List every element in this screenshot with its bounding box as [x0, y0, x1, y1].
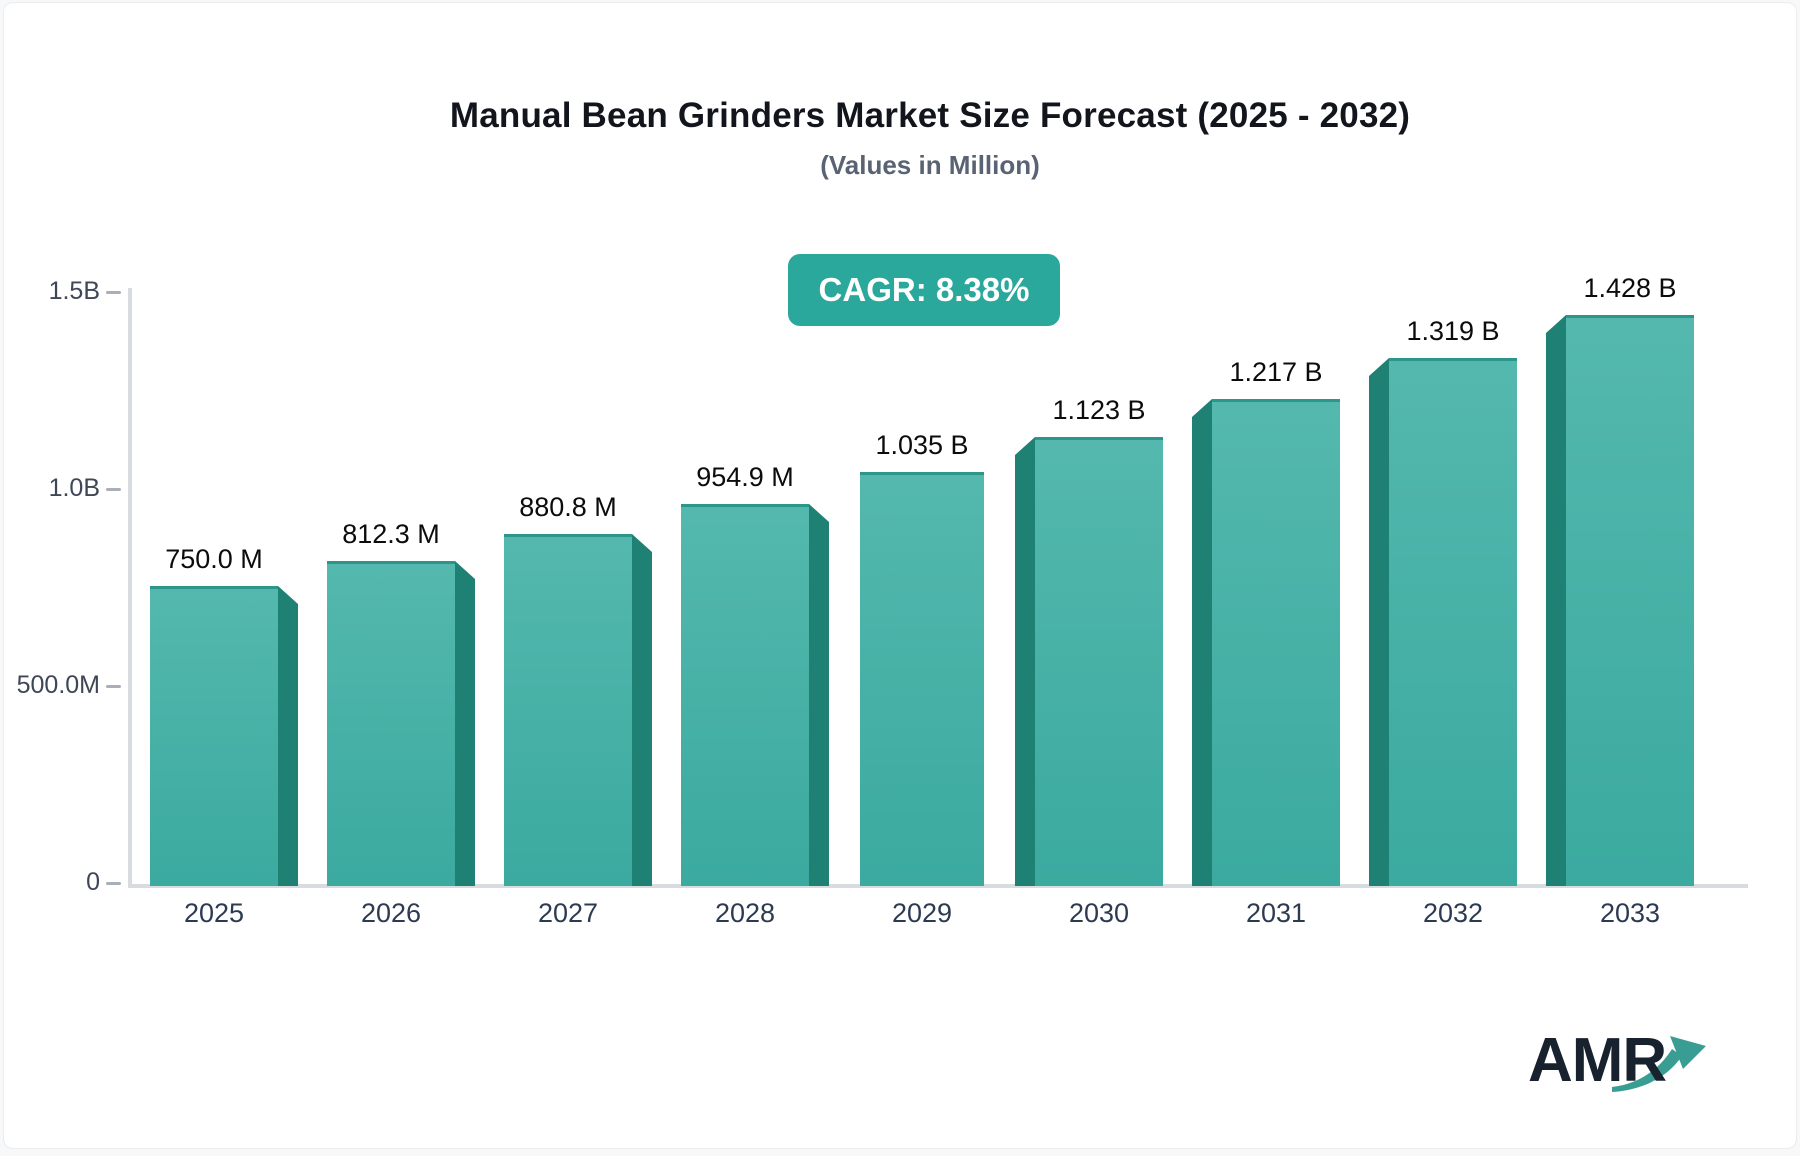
- bar-2033-side: [1546, 315, 1566, 886]
- chart-subtitle: (Values in Million): [820, 150, 1040, 180]
- bar-2026: [327, 561, 455, 886]
- bar-2027: [504, 534, 632, 886]
- value-label-2029: 1.035 B: [875, 430, 969, 460]
- value-label-2031: 1.217 B: [1229, 357, 1323, 387]
- bar-2025: [150, 586, 278, 886]
- x-tick-label-2032: 2032: [1422, 898, 1484, 928]
- bar-2026-side: [455, 561, 475, 886]
- y-tick-mark: [106, 488, 121, 491]
- y-tick-mark: [106, 882, 121, 885]
- cagr-badge: CAGR: 8.38%: [788, 254, 1060, 326]
- value-label-2027: 880.8 M: [519, 492, 617, 522]
- bar-2032-side: [1369, 358, 1389, 886]
- y-tick-mark: [106, 291, 121, 294]
- value-label-2025: 750.0 M: [165, 544, 263, 574]
- value-label-2028: 954.9 M: [696, 462, 794, 492]
- value-label-2026: 812.3 M: [342, 519, 440, 549]
- x-tick-label-2030: 2030: [1068, 898, 1130, 928]
- x-tick-label-2031: 2031: [1245, 898, 1307, 928]
- bar-2031-side: [1192, 399, 1212, 886]
- value-label-2033: 1.428 B: [1583, 273, 1677, 303]
- bar-2031: [1212, 399, 1340, 886]
- bar-2030: [1035, 437, 1163, 886]
- bar-2025-side: [278, 586, 298, 886]
- bar-2029: [860, 472, 984, 886]
- amr-logo: AMR: [1528, 1030, 1728, 1110]
- x-axis-line: [128, 884, 1748, 888]
- x-tick-label-2029: 2029: [891, 898, 953, 928]
- y-tick-label: 1.0B: [48, 474, 100, 502]
- bar-2028-side: [809, 504, 829, 886]
- bar-2030-side: [1015, 437, 1035, 886]
- amr-logo-text: AMR: [1528, 1026, 1667, 1095]
- x-tick-label-2027: 2027: [537, 898, 599, 928]
- bar-2033: [1566, 315, 1694, 886]
- x-tick-label-2033: 2033: [1599, 898, 1661, 928]
- y-tick-label: 1.5B: [48, 277, 100, 305]
- value-label-2030: 1.123 B: [1052, 395, 1146, 425]
- growth-arrow-icon: [1612, 1036, 1706, 1092]
- value-label-2032: 1.319 B: [1406, 316, 1500, 346]
- y-tick-label: 500.0M: [16, 671, 100, 699]
- x-tick-label-2025: 2025: [183, 898, 245, 928]
- chart-title: Manual Bean Grinders Market Size Forecas…: [449, 96, 1411, 135]
- x-tick-label-2026: 2026: [360, 898, 422, 928]
- bar-2028: [681, 504, 809, 886]
- y-tick-label: 0: [86, 868, 100, 896]
- bar-2032: [1389, 358, 1517, 886]
- y-tick-mark: [106, 685, 121, 688]
- x-tick-label-2028: 2028: [714, 898, 776, 928]
- bar-2027-side: [632, 534, 652, 886]
- y-axis-line: [128, 288, 132, 888]
